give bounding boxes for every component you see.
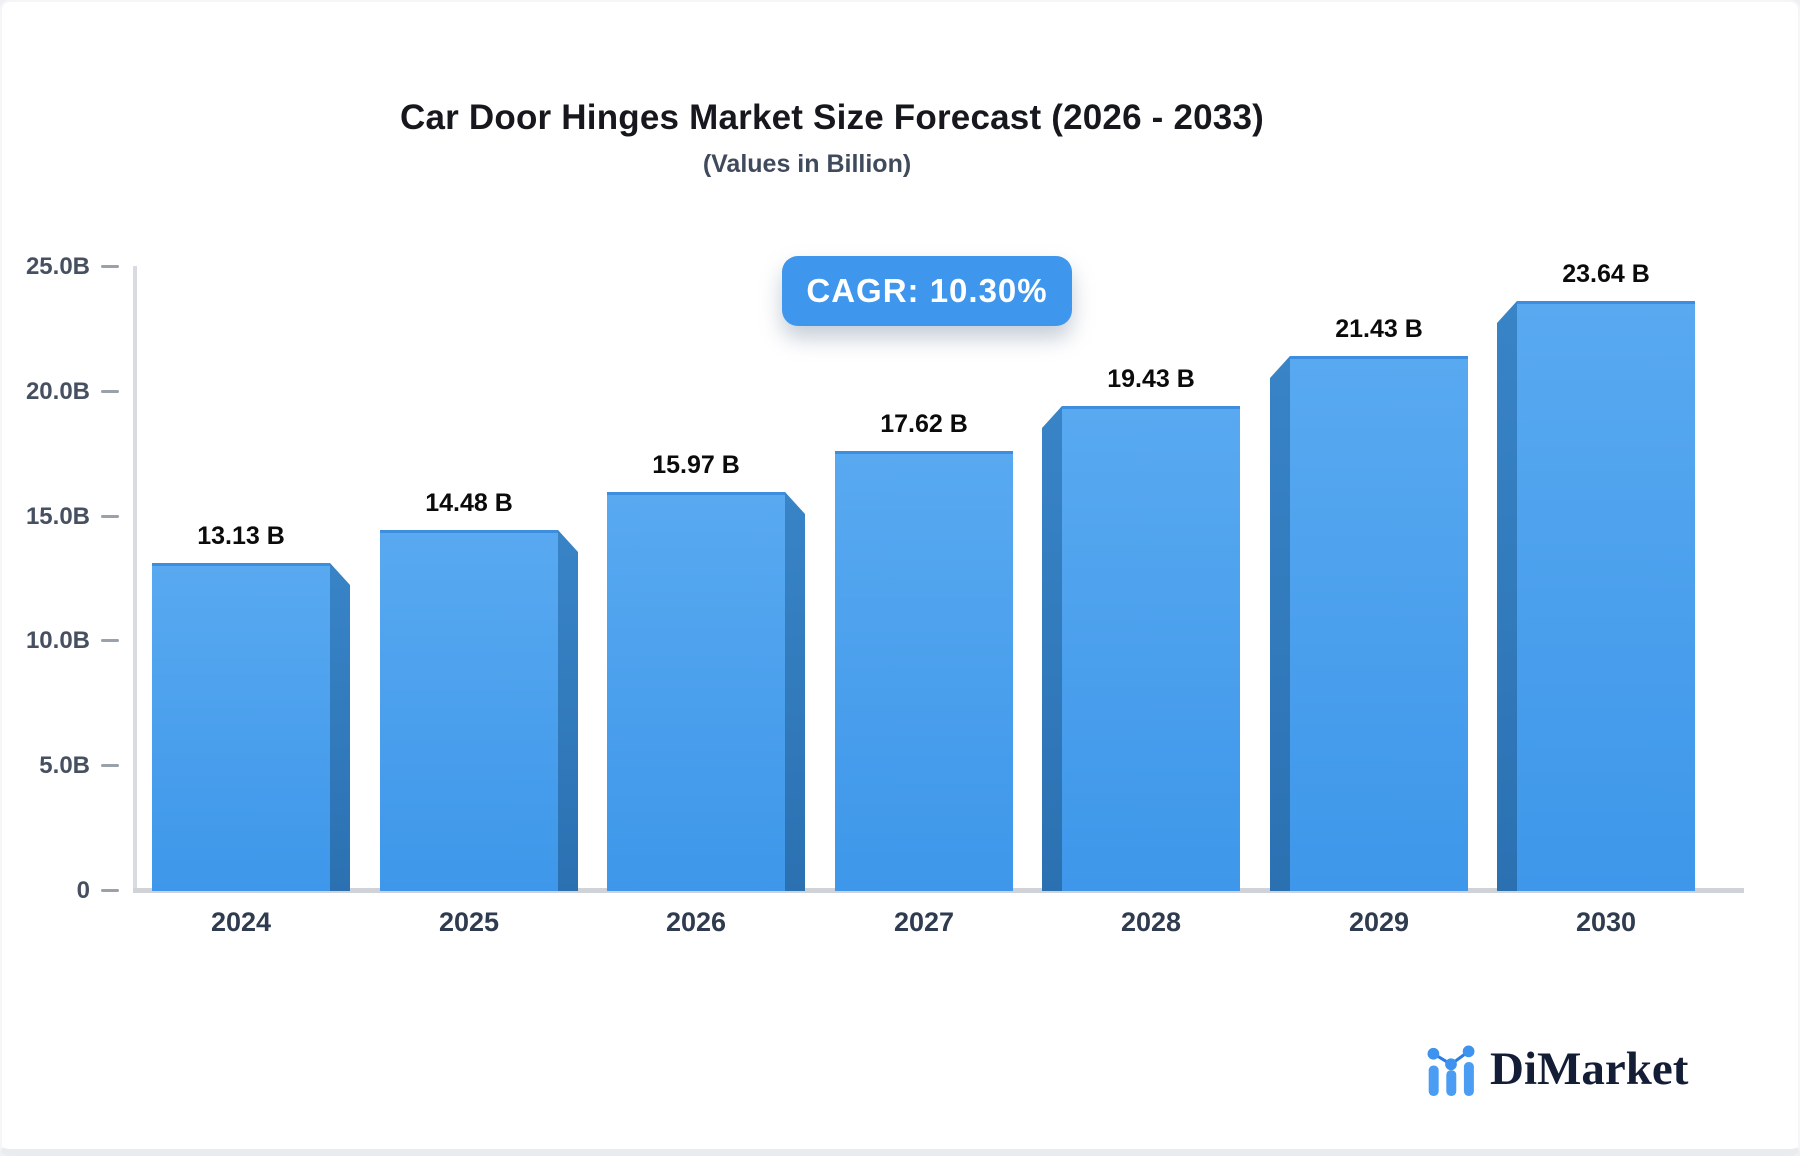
y-axis-line <box>133 266 137 893</box>
x-axis-label-2030: 2030 <box>1575 907 1637 937</box>
y-axis-tick-mark <box>101 639 119 642</box>
y-axis-tick-mark <box>101 390 119 393</box>
bar-side-2029 <box>1270 356 1290 891</box>
bar-2030 <box>1517 301 1695 891</box>
x-axis-label-2026: 2026 <box>665 907 727 937</box>
bar-side-2026 <box>785 492 805 891</box>
bar-side-2025 <box>558 530 578 891</box>
y-axis-tick-label: 15.0B <box>25 503 90 530</box>
bar-side-2024 <box>330 563 350 891</box>
bar-value-label-2030: 23.64 B <box>1562 260 1650 288</box>
x-axis-label-2028: 2028 <box>1120 907 1182 937</box>
bar-side-2030 <box>1497 301 1517 891</box>
bar-value-label-2029: 21.43 B <box>1335 315 1423 343</box>
y-axis-tick-mark <box>101 889 119 892</box>
x-axis-label-2024: 2024 <box>210 907 272 937</box>
y-axis-tick-mark <box>101 515 119 518</box>
y-axis-tick-label: 10.0B <box>25 627 90 654</box>
bar-2028 <box>1062 406 1240 891</box>
bar-value-label-2028: 19.43 B <box>1107 365 1195 393</box>
chart-title: Car Door Hinges Market Size Forecast (20… <box>400 98 1264 137</box>
bar-2025 <box>380 530 558 891</box>
bar-side-2028 <box>1042 406 1062 891</box>
y-axis-tick-label: 0 <box>76 877 90 904</box>
bar-2024 <box>152 563 330 891</box>
cagr-badge-label: CAGR: 10.30% <box>806 272 1048 309</box>
bar-value-label-2025: 14.48 B <box>425 489 513 517</box>
brand-logo-text: DiMarket <box>1490 1043 1689 1095</box>
chart-subtitle: (Values in Billion) <box>702 150 912 178</box>
cagr-badge: CAGR: 10.30% <box>782 256 1072 326</box>
mini-bar-chart-icon <box>1427 1045 1475 1096</box>
y-axis-tick-label: 25.0B <box>25 253 90 280</box>
bar-value-label-2027: 17.62 B <box>880 410 968 438</box>
bar-2029 <box>1290 356 1468 891</box>
x-axis-label-2029: 2029 <box>1348 907 1410 937</box>
y-axis-tick-label: 5.0B <box>39 752 90 779</box>
x-axis-label-2027: 2027 <box>893 907 955 937</box>
bar-2027 <box>835 451 1013 891</box>
bar-value-label-2026: 15.97 B <box>652 451 740 479</box>
bar-2026 <box>607 492 785 891</box>
x-axis-label-2025: 2025 <box>438 907 500 937</box>
bar-value-label-2024: 13.13 B <box>197 522 285 550</box>
y-axis-tick-mark <box>101 265 119 268</box>
y-axis-tick-mark <box>101 764 119 767</box>
y-axis-tick-label: 20.0B <box>25 378 90 405</box>
brand-logo: DiMarket <box>1425 1042 1688 1096</box>
